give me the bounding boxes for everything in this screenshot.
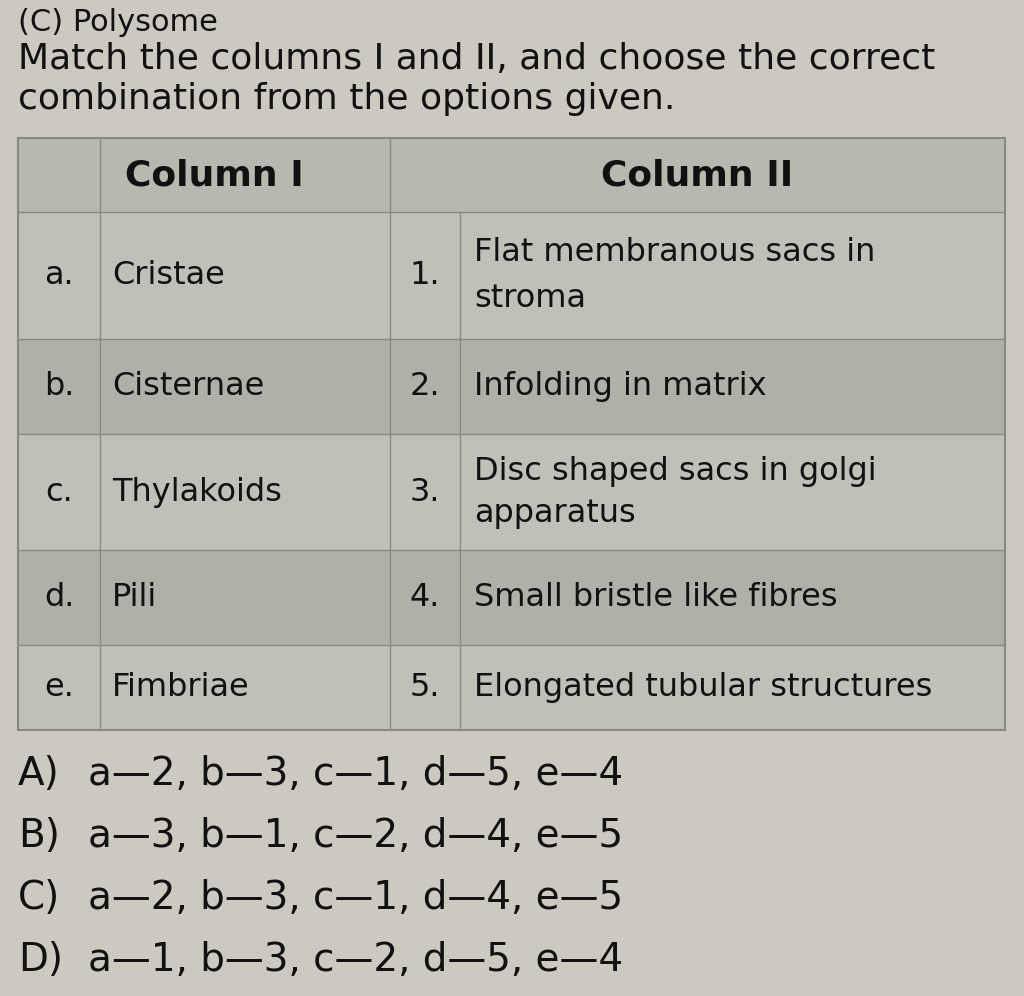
Text: c.: c. xyxy=(45,477,73,508)
Text: Pili: Pili xyxy=(112,583,158,614)
Text: Thylakoids: Thylakoids xyxy=(112,477,282,508)
Text: Small bristle like fibres: Small bristle like fibres xyxy=(474,583,838,614)
Text: Infolding in matrix: Infolding in matrix xyxy=(474,371,767,402)
Text: 4.: 4. xyxy=(410,583,440,614)
Text: Column I: Column I xyxy=(125,158,303,192)
Text: C): C) xyxy=(18,879,60,917)
Text: Cristae: Cristae xyxy=(112,260,225,291)
Text: a—2, b—3, c—1, d—4, e—5: a—2, b—3, c—1, d—4, e—5 xyxy=(88,879,624,917)
Text: Match the columns I and II, and choose the correct: Match the columns I and II, and choose t… xyxy=(18,42,935,76)
Text: 3.: 3. xyxy=(410,477,440,508)
Text: a—3, b—1, c—2, d—4, e—5: a—3, b—1, c—2, d—4, e—5 xyxy=(88,817,624,855)
Text: Flat membranous sacs in: Flat membranous sacs in xyxy=(474,237,876,268)
Bar xyxy=(18,138,1005,212)
Text: 2.: 2. xyxy=(410,371,440,402)
Text: d.: d. xyxy=(44,583,74,614)
Text: Cisternae: Cisternae xyxy=(112,371,264,402)
Text: a.: a. xyxy=(44,260,74,291)
Bar xyxy=(18,138,1005,730)
Text: b.: b. xyxy=(44,371,74,402)
Text: 1.: 1. xyxy=(410,260,440,291)
Text: Fimbriae: Fimbriae xyxy=(112,672,250,703)
Text: apparatus: apparatus xyxy=(474,498,636,529)
Text: stroma: stroma xyxy=(474,283,586,314)
Text: Elongated tubular structures: Elongated tubular structures xyxy=(474,672,933,703)
Text: B): B) xyxy=(18,817,59,855)
Bar xyxy=(18,550,1005,645)
Text: D): D) xyxy=(18,941,63,979)
Bar xyxy=(18,434,1005,550)
Text: A): A) xyxy=(18,755,59,793)
Bar xyxy=(18,645,1005,730)
Text: Disc shaped sacs in golgi: Disc shaped sacs in golgi xyxy=(474,456,877,487)
Text: a—1, b—3, c—2, d—5, e—4: a—1, b—3, c—2, d—5, e—4 xyxy=(88,941,624,979)
Text: a—2, b—3, c—1, d—5, e—4: a—2, b—3, c—1, d—5, e—4 xyxy=(88,755,624,793)
Text: e.: e. xyxy=(44,672,74,703)
Text: combination from the options given.: combination from the options given. xyxy=(18,82,676,116)
Text: (C) Polysome: (C) Polysome xyxy=(18,8,218,37)
Text: Column II: Column II xyxy=(601,158,794,192)
Bar xyxy=(18,339,1005,434)
Text: 5.: 5. xyxy=(410,672,440,703)
Bar xyxy=(18,212,1005,339)
